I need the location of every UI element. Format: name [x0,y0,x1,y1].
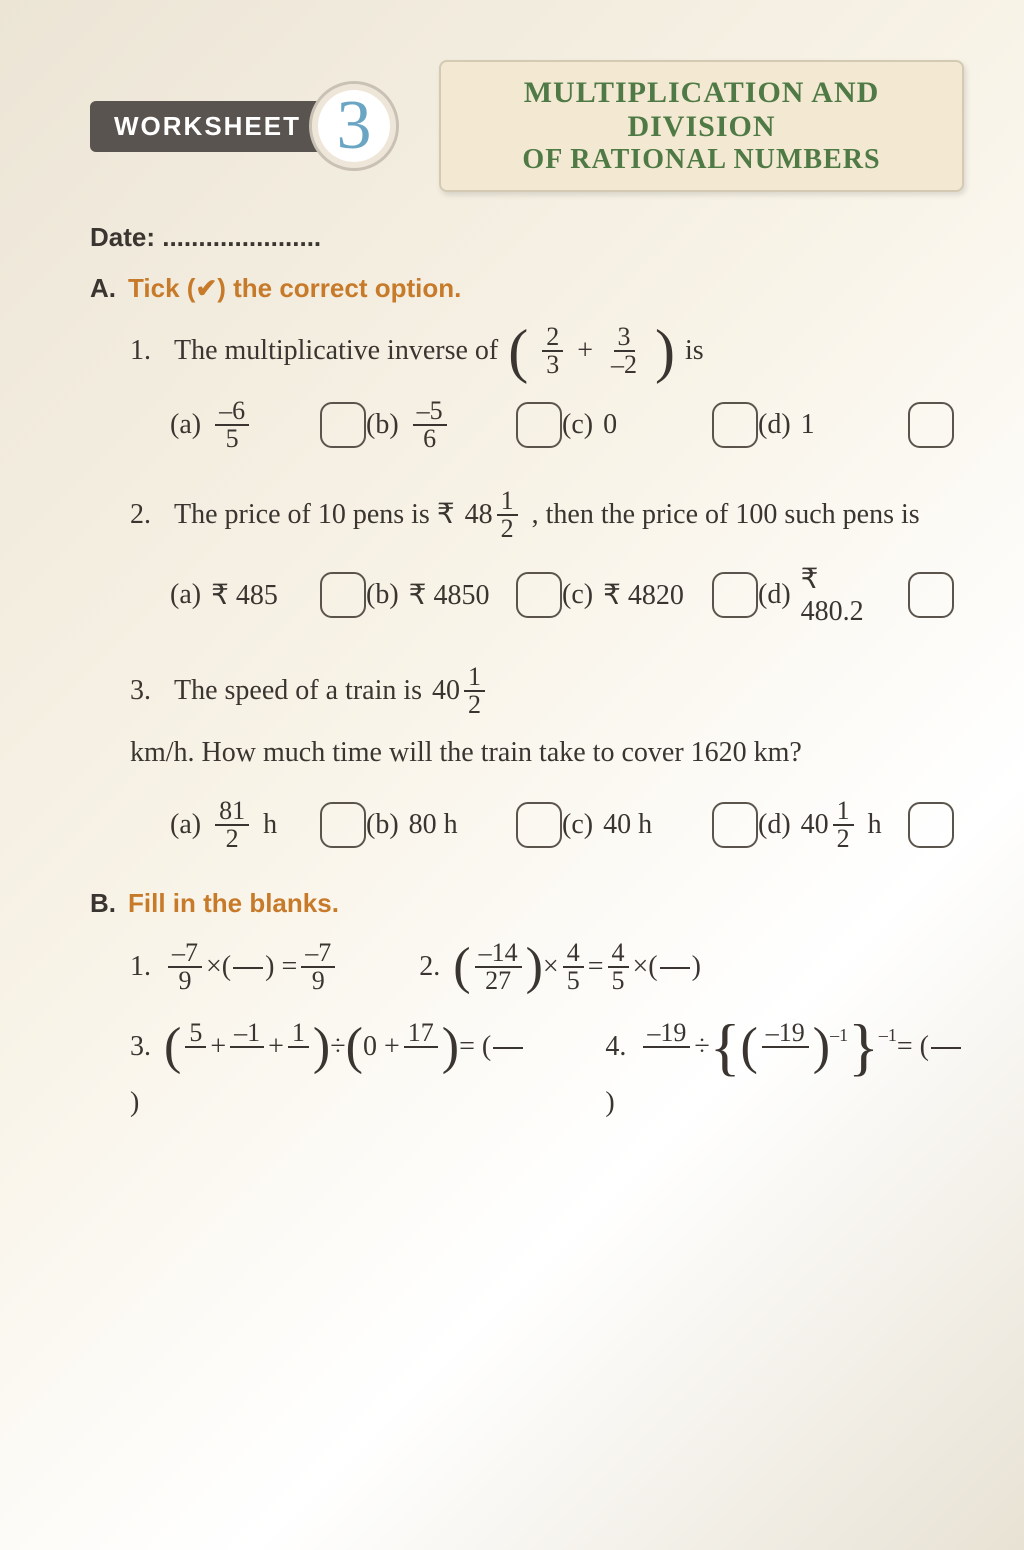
q3-opt-c: (c) 40 h [562,802,758,848]
q1-opt-c: (c) 0 [562,402,758,448]
q1-b-checkbox[interactable] [516,402,562,448]
title-banner: MULTIPLICATION AND DIVISION OF RATIONAL … [439,60,964,192]
q3-opt-a: (a) 81 2 h [170,798,366,852]
q3-b-checkbox[interactable] [516,802,562,848]
q1-text-before: The multiplicative inverse of [174,326,498,376]
blank-4: 4. –19 ÷ { ( –19 ) –1 } –1 = ( ) [605,1019,964,1131]
q2-stem: 2. The price of 10 pens is ₹ 48 1 2 , th… [130,488,964,542]
q1-frac2: 3 –2 [607,324,641,378]
q2-opt-d: (d) ₹ 480.2 [758,562,954,628]
plus: + [577,326,593,376]
question-1: 1. The multiplicative inverse of ( 2 3 +… [90,324,964,452]
section-a-letter: A. [90,273,116,304]
q1-stem: 1. The multiplicative inverse of ( 2 3 +… [130,324,964,378]
section-b-letter: B. [90,888,116,919]
fill-row-1: 1. –7 9 ×( ) = –7 9 2. ( –14 27 ) × 4 [90,939,964,995]
q3-d-checkbox[interactable] [908,802,954,848]
q3-number: 3. [130,666,164,716]
header-row: WORKSHEET 3 MULTIPLICATION AND DIVISION … [90,60,964,192]
q2-text-before: The price of 10 pens is ₹ [174,490,455,540]
q3-text-before: The speed of a train is [174,666,422,716]
section-a-title: Tick (✔) the correct option. [128,273,461,304]
q2-d-checkbox[interactable] [908,572,954,618]
q1-number: 1. [130,326,164,376]
fill-row-2: 3. ( 5 + –1 + 1 ) ÷ ( 0 + 17 [90,1019,964,1131]
q1-text-after: is [685,326,704,376]
title-line1: MULTIPLICATION AND DIVISION [471,76,932,144]
worksheet-badge: WORKSHEET 3 [90,81,399,171]
blank-input-1[interactable] [233,965,263,969]
q1-opt-a: (a) –6 5 [170,398,366,452]
q2-options: (a) ₹ 485 (b) ₹ 4850 (c) ₹ 4820 (d) ₹ 48… [130,562,964,628]
question-3: 3. The speed of a train is 40 1 2 km/h. … [90,664,964,852]
q2-opt-a: (a) ₹ 485 [170,572,366,618]
q2-opt-b: (b) ₹ 4850 [366,572,562,618]
title-line2: OF RATIONAL NUMBERS [471,144,932,176]
q1-opt-b: (b) –5 6 [366,398,562,452]
question-2: 2. The price of 10 pens is ₹ 48 1 2 , th… [90,488,964,628]
q1-b-frac: –5 6 [413,398,447,452]
worksheet-number: 3 [337,91,372,161]
q2-opt-c: (c) ₹ 4820 [562,572,758,618]
q1-a-checkbox[interactable] [320,402,366,448]
q1-a-frac: –6 5 [215,398,249,452]
q2-text-after: , then the price of 100 such pens is [532,490,920,540]
q1-c-checkbox[interactable] [712,402,758,448]
blank-input-4[interactable] [931,1045,961,1049]
blank-3: 3. ( 5 + –1 + 1 ) ÷ ( 0 + 17 [130,1019,525,1131]
worksheet-number-circle: 3 [309,81,399,171]
q3-opt-b: (b) 80 h [366,802,562,848]
q2-c-checkbox[interactable] [712,572,758,618]
q2-mixed: 48 1 2 [465,488,522,542]
worksheet-content: WORKSHEET 3 MULTIPLICATION AND DIVISION … [0,0,1024,1171]
blank-1: 1. –7 9 ×( ) = –7 9 [130,939,339,995]
q3-text-after: km/h. How much time will the train take … [130,728,802,778]
q1-opt-d: (d) 1 [758,402,954,448]
q3-mixed: 40 1 2 [432,664,489,718]
section-b-head: B. Fill in the blanks. [90,888,964,919]
blank-2: 2. ( –14 27 ) × 4 5 = 4 5 ×( ) [419,939,701,995]
q3-opt-d: (d) 40 1 2 h [758,798,954,852]
section-b-title: Fill in the blanks. [128,888,339,919]
q3-a-checkbox[interactable] [320,802,366,848]
q2-a-checkbox[interactable] [320,572,366,618]
blank-input-3[interactable] [493,1045,523,1049]
q2-number: 2. [130,490,164,540]
q3-c-checkbox[interactable] [712,802,758,848]
date-line[interactable]: Date: ...................... [90,222,964,253]
section-a-head: A. Tick (✔) the correct option. [90,273,964,304]
q1-frac1: 2 3 [542,324,563,378]
q3-stem: 3. The speed of a train is 40 1 2 km/h. … [130,664,964,778]
q1-d-checkbox[interactable] [908,402,954,448]
q3-options: (a) 81 2 h (b) 80 h (c) 40 h [130,798,964,852]
q1-options: (a) –6 5 (b) –5 6 (c) 0 [130,398,964,452]
blank-input-2[interactable] [660,965,690,969]
worksheet-label: WORKSHEET [90,101,329,152]
q2-b-checkbox[interactable] [516,572,562,618]
